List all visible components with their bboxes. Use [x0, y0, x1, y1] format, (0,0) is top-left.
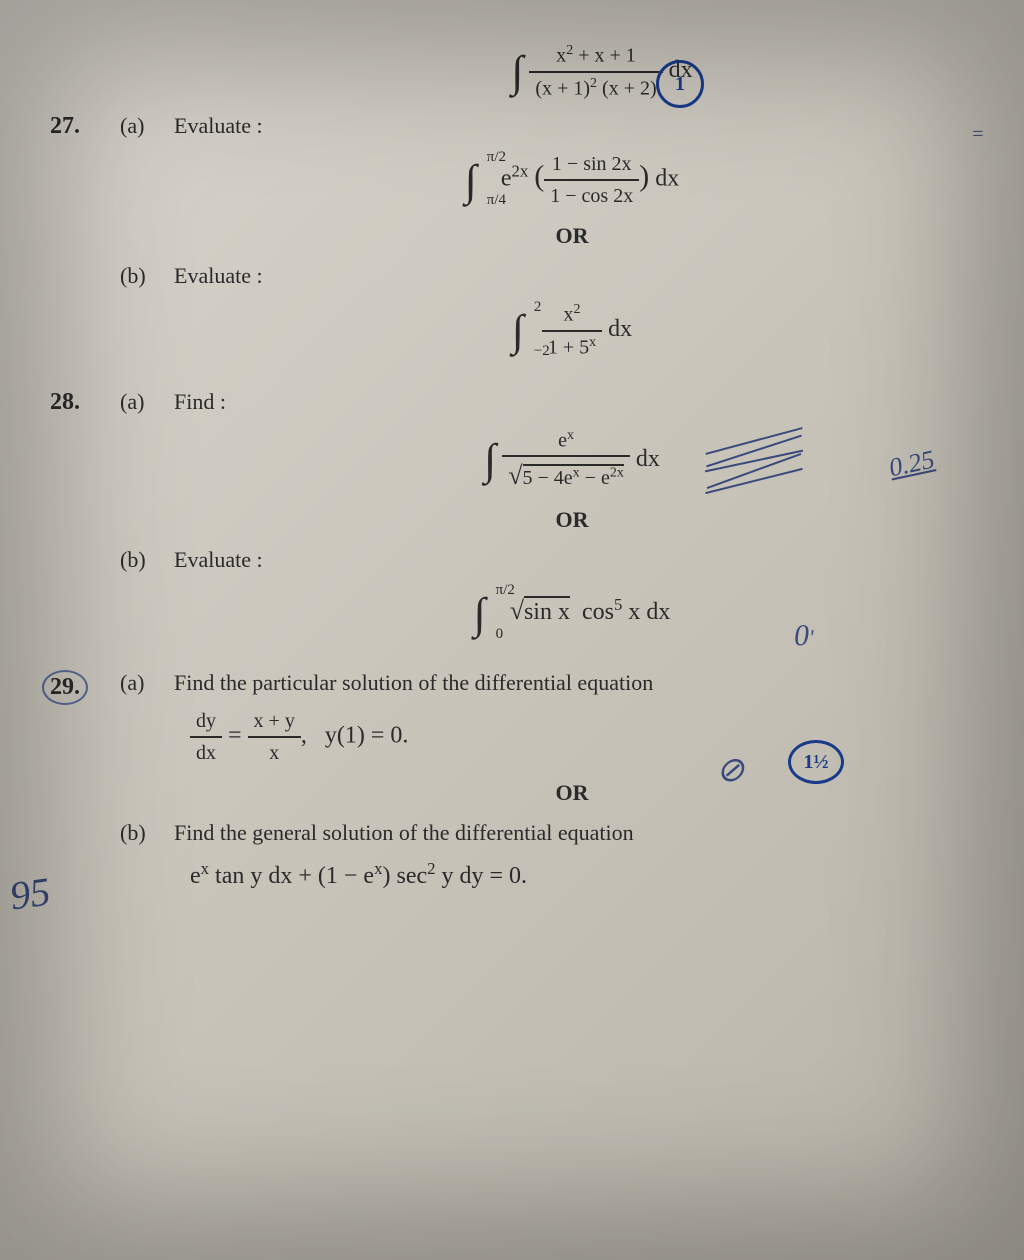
- or-divider: OR: [180, 780, 964, 806]
- fraction: 1 − sin 2x 1 − cos 2x: [544, 151, 639, 209]
- part-label: (b): [120, 547, 170, 573]
- fraction: x2 1 + 5x: [542, 301, 602, 360]
- part-label: (a): [120, 389, 170, 415]
- fraction: dy dx: [190, 708, 222, 766]
- or-divider: OR: [180, 507, 964, 533]
- exam-page: ∫ x2 + x + 1 (x + 1)2 (x + 2) dx 1 27. (…: [0, 0, 1024, 950]
- initial-condition: y(1) = 0.: [325, 723, 409, 749]
- part-label: (a): [120, 113, 170, 139]
- q28-part-a: (a) Find : ∫ ex √5 − 4ex − e2x dx: [120, 389, 964, 493]
- fraction: x2 + x + 1 (x + 1)2 (x + 2): [529, 42, 662, 101]
- q28a-formula: ∫ ex √5 − 4ex − e2x dx: [180, 427, 964, 493]
- margin-note-27: =: [970, 123, 984, 146]
- dash-annot-29: ⊘: [715, 750, 745, 791]
- q28b-formula: ∫ π/2 0 √sin x cos5 x dx: [180, 585, 964, 642]
- part-label: (a): [120, 670, 170, 696]
- part-text: Find :: [174, 389, 226, 415]
- circle-annotation-top: 1: [656, 60, 704, 108]
- question-number: 28.: [50, 389, 80, 416]
- part-text: Evaluate :: [174, 113, 263, 139]
- integral-symbol: ∫: [511, 43, 523, 100]
- q27-part-a: (a) Evaluate : ∫ π/2 π/4 e2x ( 1 − sin 2…: [120, 113, 964, 209]
- q27a-formula: ∫ π/2 π/4 e2x ( 1 − sin 2x 1 − cos 2x ) …: [180, 151, 964, 209]
- q29a-formula: dy dx = x + y x , y(1) = 0.: [190, 708, 964, 766]
- part-label: (b): [120, 263, 170, 289]
- circle-annotation-29: 1½: [788, 740, 844, 784]
- question-27: 27. (a) Evaluate : ∫ π/2 π/4 e2x ( 1 − s…: [120, 113, 964, 360]
- integral-symbol: ∫ π/2 π/4: [465, 152, 477, 209]
- fraction: x + y x: [248, 708, 301, 766]
- part-text: Find the general solution of the differe…: [174, 820, 634, 846]
- question-number: 27.: [50, 113, 80, 140]
- part-text: Find the particular solution of the diff…: [174, 670, 653, 696]
- question-29: 29. (a) Find the particular solution of …: [120, 670, 964, 892]
- question-28: 28. (a) Find : ∫ ex √5 − 4ex − e2x dx 0.…: [120, 389, 964, 643]
- top-formula: ∫ x2 + x + 1 (x + 1)2 (x + 2) dx: [240, 42, 964, 101]
- q29-part-b: (b) Find the general solution of the dif…: [120, 820, 964, 892]
- integral-symbol: ∫ 2 −2: [512, 302, 524, 359]
- q27b-formula: ∫ 2 −2 x2 1 + 5x dx: [180, 301, 964, 360]
- left-margin-29b: 95: [7, 868, 53, 920]
- margin-doodle-28b: 0': [794, 618, 815, 653]
- question-number: 29.: [42, 670, 88, 705]
- q29b-formula: ex tan y dx + (1 − ex) sec2 y dy = 0.: [190, 858, 964, 892]
- q27-part-b: (b) Evaluate : ∫ 2 −2 x2 1 + 5x dx: [120, 263, 964, 360]
- integral-symbol: ∫: [484, 431, 496, 488]
- integral-symbol: ∫ π/2 0: [474, 585, 486, 642]
- part-text: Evaluate :: [174, 263, 263, 289]
- q28-part-b: (b) Evaluate : ∫ π/2 0 √sin x cos5 x dx: [120, 547, 964, 642]
- part-label: (b): [120, 820, 170, 846]
- fraction: ex √5 − 4ex − e2x: [502, 427, 630, 493]
- or-divider: OR: [180, 223, 964, 249]
- part-text: Evaluate :: [174, 547, 263, 573]
